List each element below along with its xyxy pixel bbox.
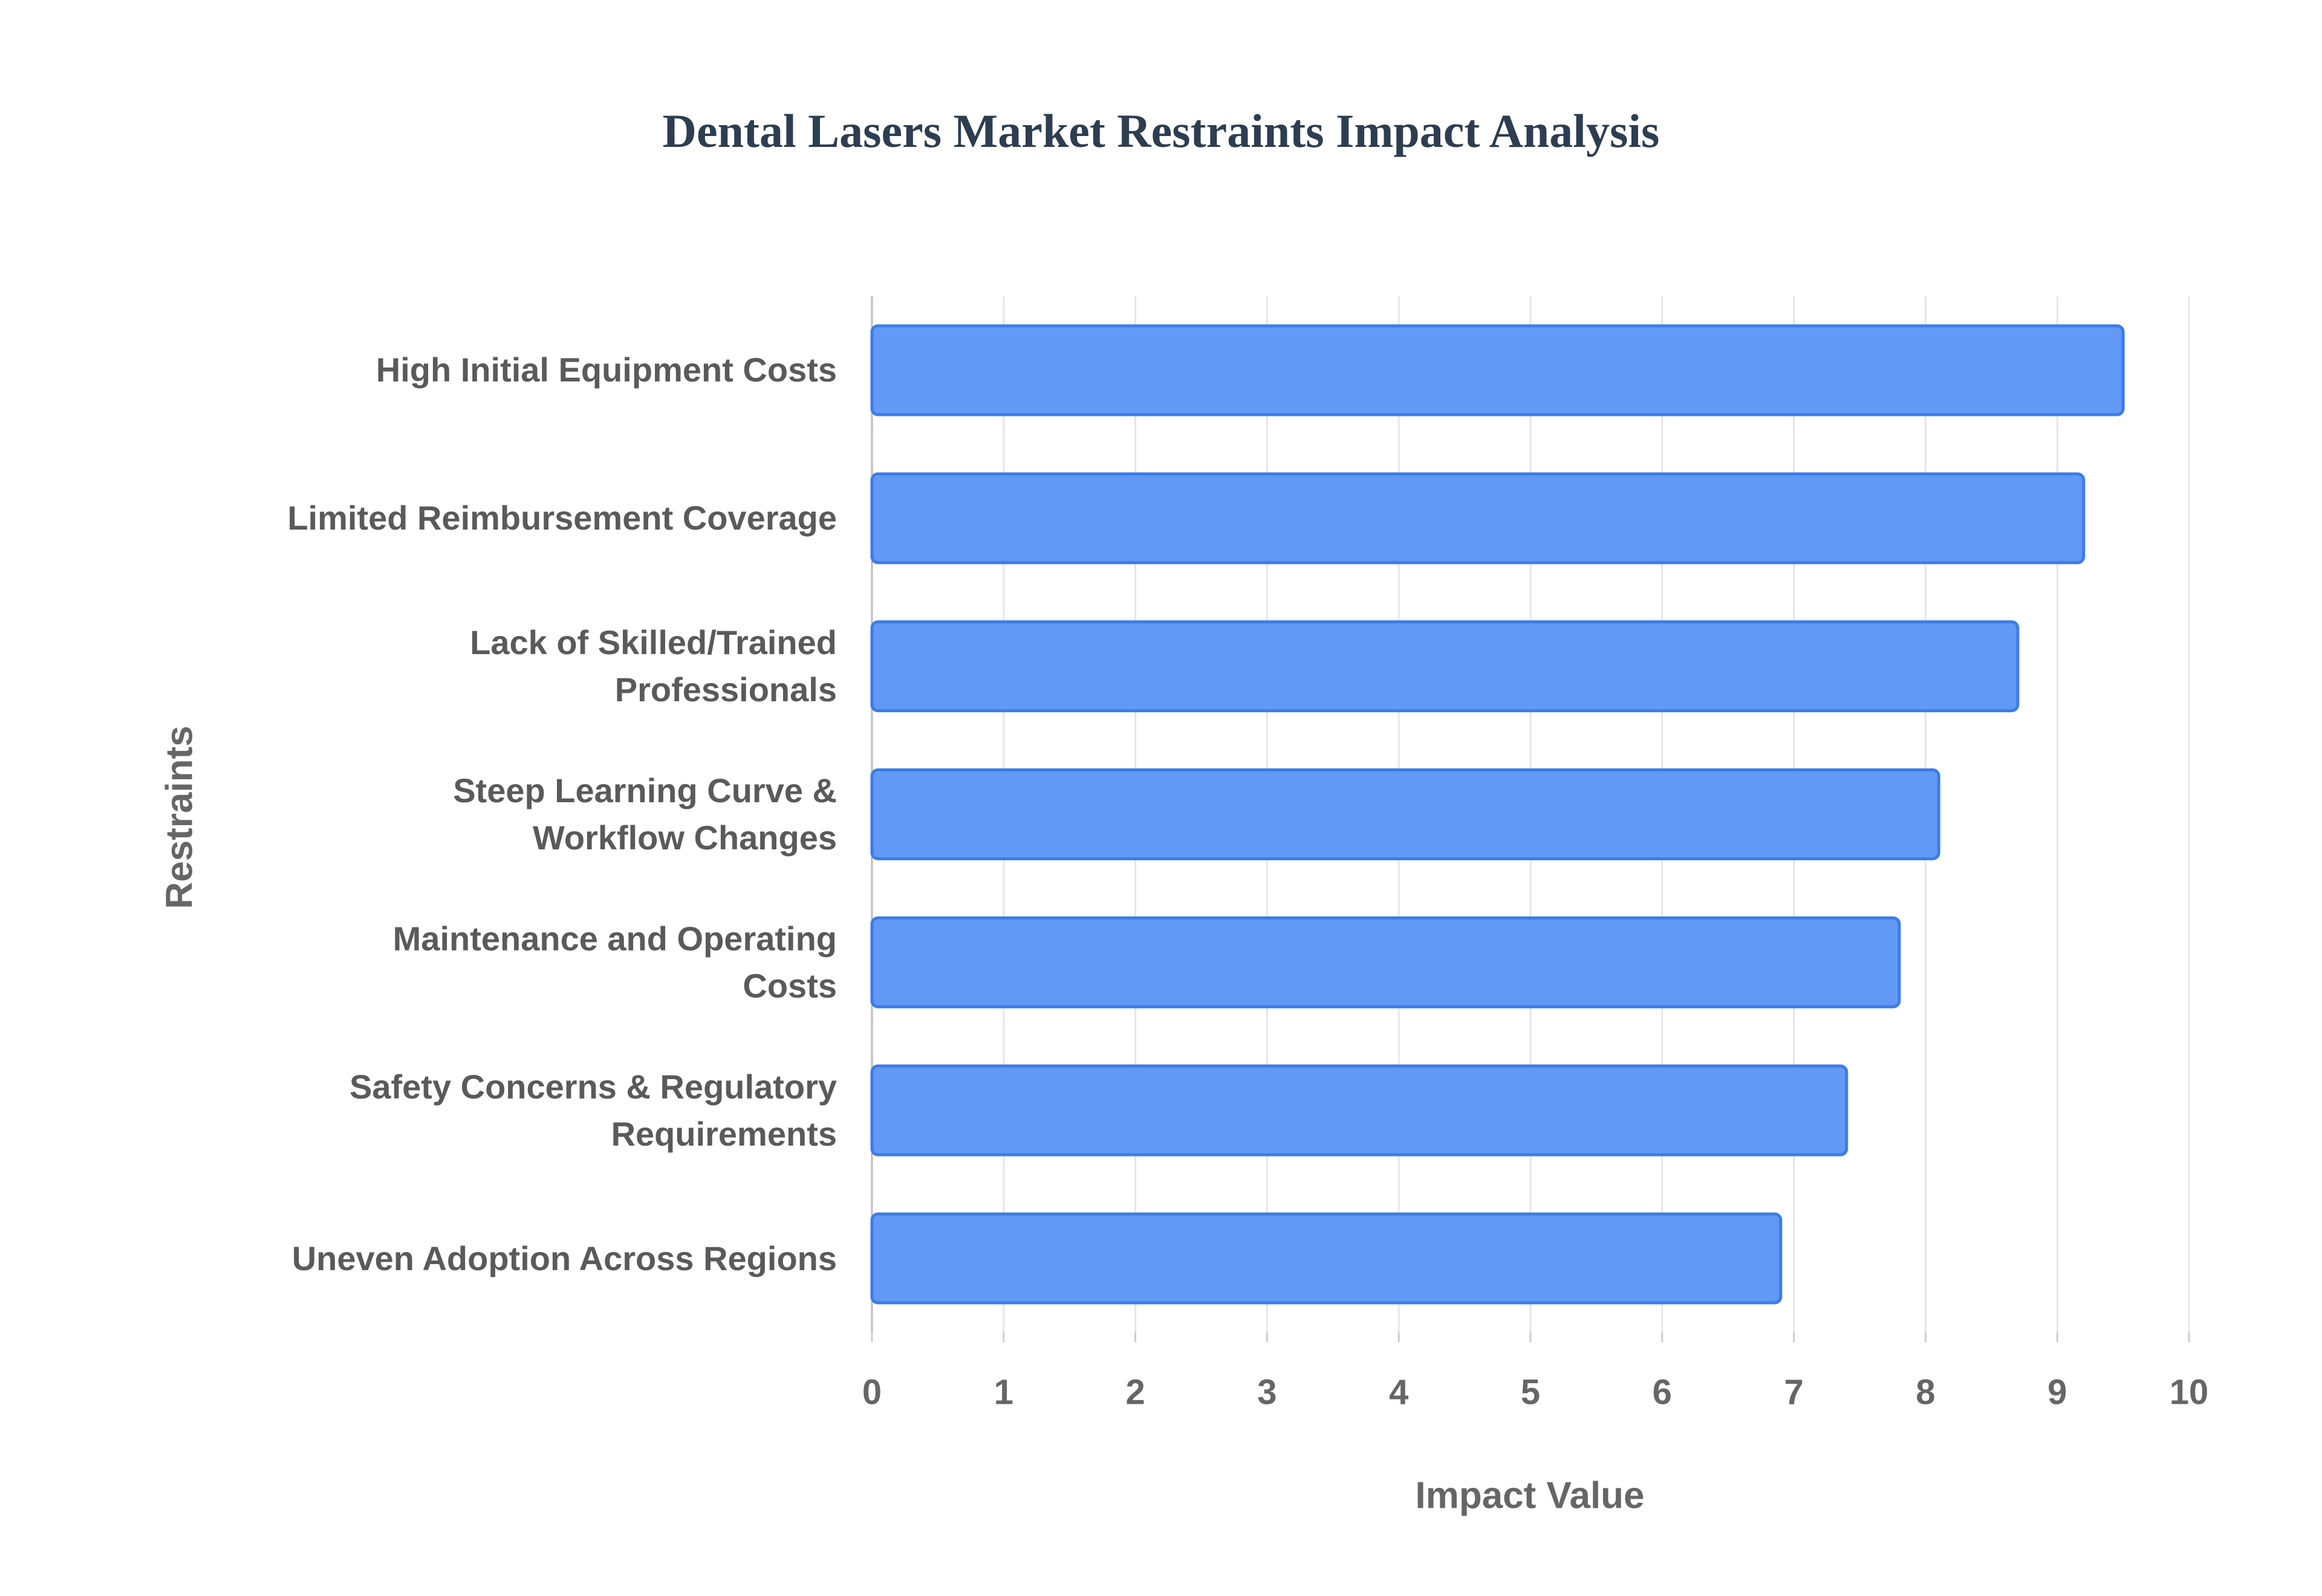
x-tick-label: 5 [1521, 1372, 1540, 1412]
bar [870, 472, 2086, 565]
bar [870, 1064, 1849, 1156]
bar [870, 620, 2020, 713]
x-tick-label: 8 [1916, 1372, 1935, 1412]
y-tick-label: Safety Concerns & Regulatory Requirement… [350, 1067, 837, 1153]
bar [870, 916, 1901, 1008]
x-tick-label: 2 [1125, 1372, 1145, 1412]
x-tick-label: 4 [1389, 1372, 1408, 1412]
y-tick-label: Uneven Adoption Across Regions [291, 1239, 837, 1277]
y-tick-label: Maintenance and Operating Costs [392, 919, 837, 1005]
x-tick-label: 1 [994, 1372, 1013, 1412]
bar [870, 1212, 1783, 1305]
chart-title: Dental Lasers Market Restraints Impact A… [663, 105, 1660, 157]
y-tick-label: Steep Learning Curve & Workflow Changes [453, 771, 837, 857]
bar [870, 324, 2125, 417]
x-tick-label: 3 [1257, 1372, 1276, 1412]
x-axis-title: Impact Value [1415, 1474, 1644, 1516]
y-axis-title: Restraints [158, 725, 200, 909]
bar [870, 768, 1940, 860]
y-tick-label: Lack of Skilled/Trained Professionals [470, 623, 837, 709]
x-tick-label: 0 [862, 1372, 882, 1412]
x-tick-label: 9 [2047, 1372, 2067, 1412]
x-tick-label: 7 [1784, 1372, 1803, 1412]
x-tick-label: 6 [1653, 1372, 1672, 1412]
x-tick-label: 10 [2170, 1372, 2209, 1412]
y-tick-label: High Initial Equipment Costs [376, 351, 837, 389]
y-tick-label: Limited Reimbursement Coverage [287, 499, 837, 537]
